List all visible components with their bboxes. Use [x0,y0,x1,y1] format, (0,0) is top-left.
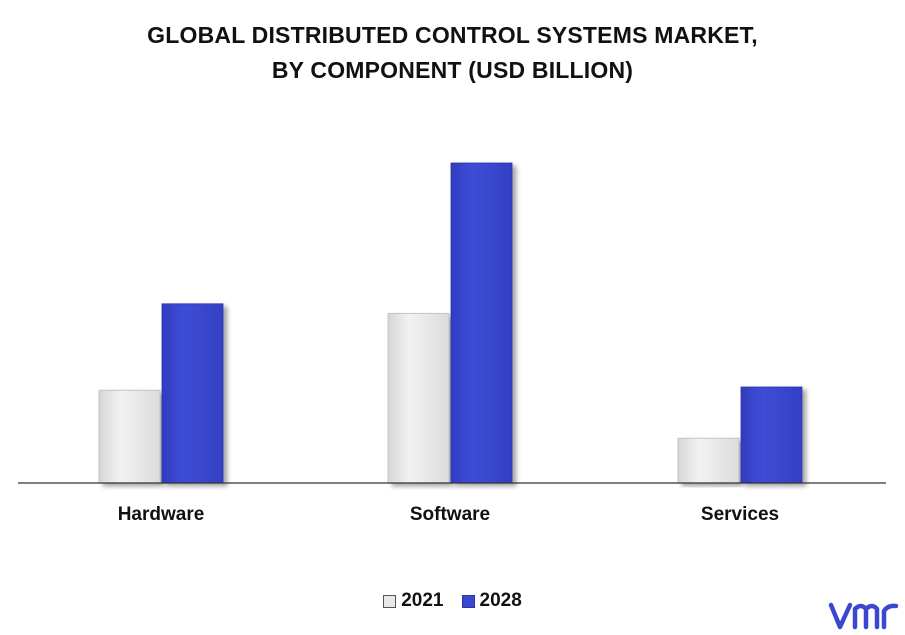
chart-title: GLOBAL DISTRIBUTED CONTROL SYSTEMS MARKE… [0,18,905,88]
bar-services-2021 [677,437,740,484]
category-labels: Hardware Software Services [118,504,779,525]
bar-software-2021 [387,312,450,484]
legend-item-2021: 2021 [383,590,444,612]
vmr-logo [828,602,899,630]
category-label-software: Software [410,504,490,525]
chart-title-line-1: GLOBAL DISTRIBUTED CONTROL SYSTEMS MARKE… [147,22,758,48]
category-label-services: Services [701,504,779,525]
bar-hardware-2021 [98,389,161,484]
legend-label-2028: 2028 [479,590,522,611]
category-label-hardware: Hardware [118,504,205,525]
bar-services-2028 [740,386,803,484]
legend-label-2021: 2021 [401,590,444,611]
legend-swatch-2021 [383,594,397,608]
chart-title-line-2: BY COMPONENT (USD BILLION) [271,57,634,83]
legend: 2021 2028 [0,590,905,612]
legend-swatch-2028 [461,594,475,608]
legend-item-2028: 2028 [461,590,522,612]
bars-group [98,162,803,484]
bar-software-2028 [450,162,513,484]
bar-hardware-2028 [161,303,224,484]
